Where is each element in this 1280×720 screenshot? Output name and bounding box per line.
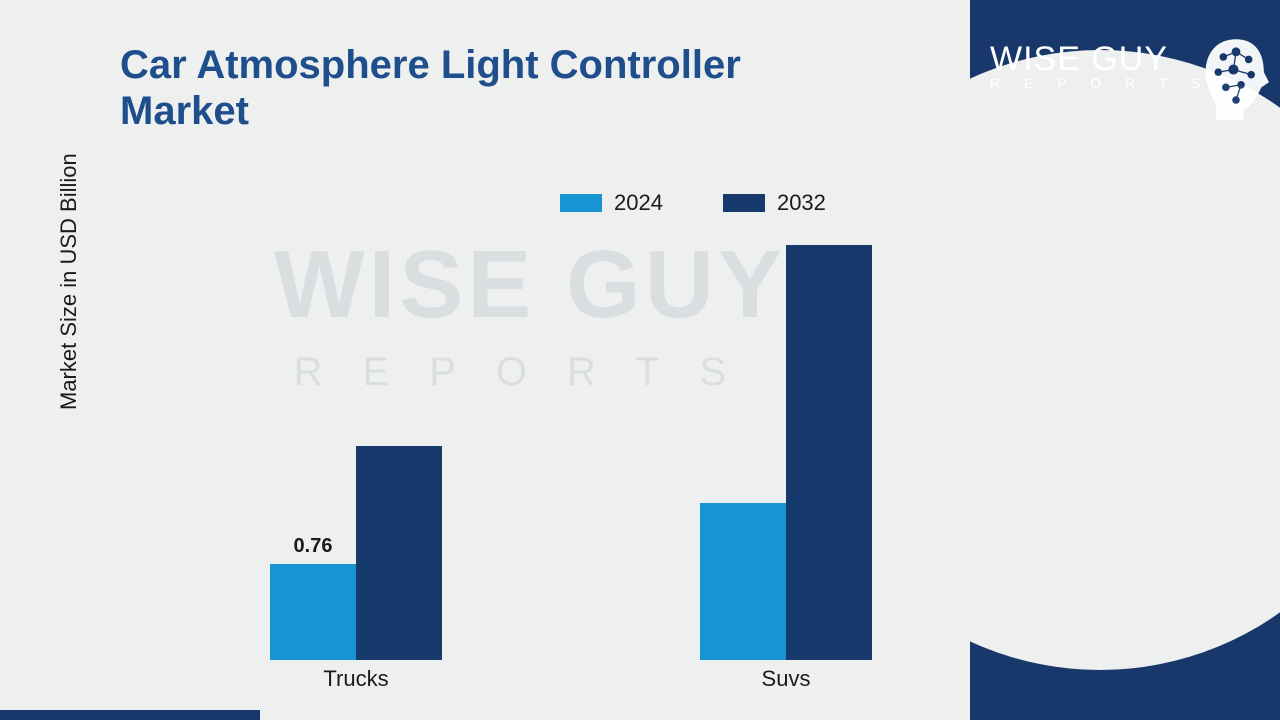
- bar-group: Suvs: [700, 220, 872, 660]
- bottom-accent-bar: [0, 710, 260, 720]
- legend-item-2024: 2024: [560, 190, 663, 216]
- brand-head-icon: [1198, 36, 1274, 126]
- legend-swatch-2032: [723, 194, 765, 212]
- bar-value-label: 0.76: [270, 535, 356, 558]
- bar: [356, 446, 442, 660]
- legend-item-2032: 2032: [723, 190, 826, 216]
- bar-chart: 0.76Trucks Suvs: [120, 220, 940, 660]
- bar: [700, 503, 786, 660]
- bar-group: 0.76Trucks: [270, 220, 442, 660]
- legend-label-2024: 2024: [614, 190, 663, 216]
- y-axis-label: Market Size in USD Billion: [56, 153, 82, 410]
- bar: [786, 245, 872, 660]
- category-label: Suvs: [700, 666, 872, 692]
- plot-area: 0.76Trucks Suvs: [270, 220, 910, 660]
- category-label: Trucks: [270, 666, 442, 692]
- legend: 2024 2032: [560, 190, 826, 216]
- chart-title: Car Atmosphere Light Controller Market: [120, 42, 840, 134]
- legend-swatch-2024: [560, 194, 602, 212]
- figure: WISE GUY R E P O R T S Car Atmosphere Li…: [0, 0, 1280, 720]
- legend-label-2032: 2032: [777, 190, 826, 216]
- bar: [270, 564, 356, 660]
